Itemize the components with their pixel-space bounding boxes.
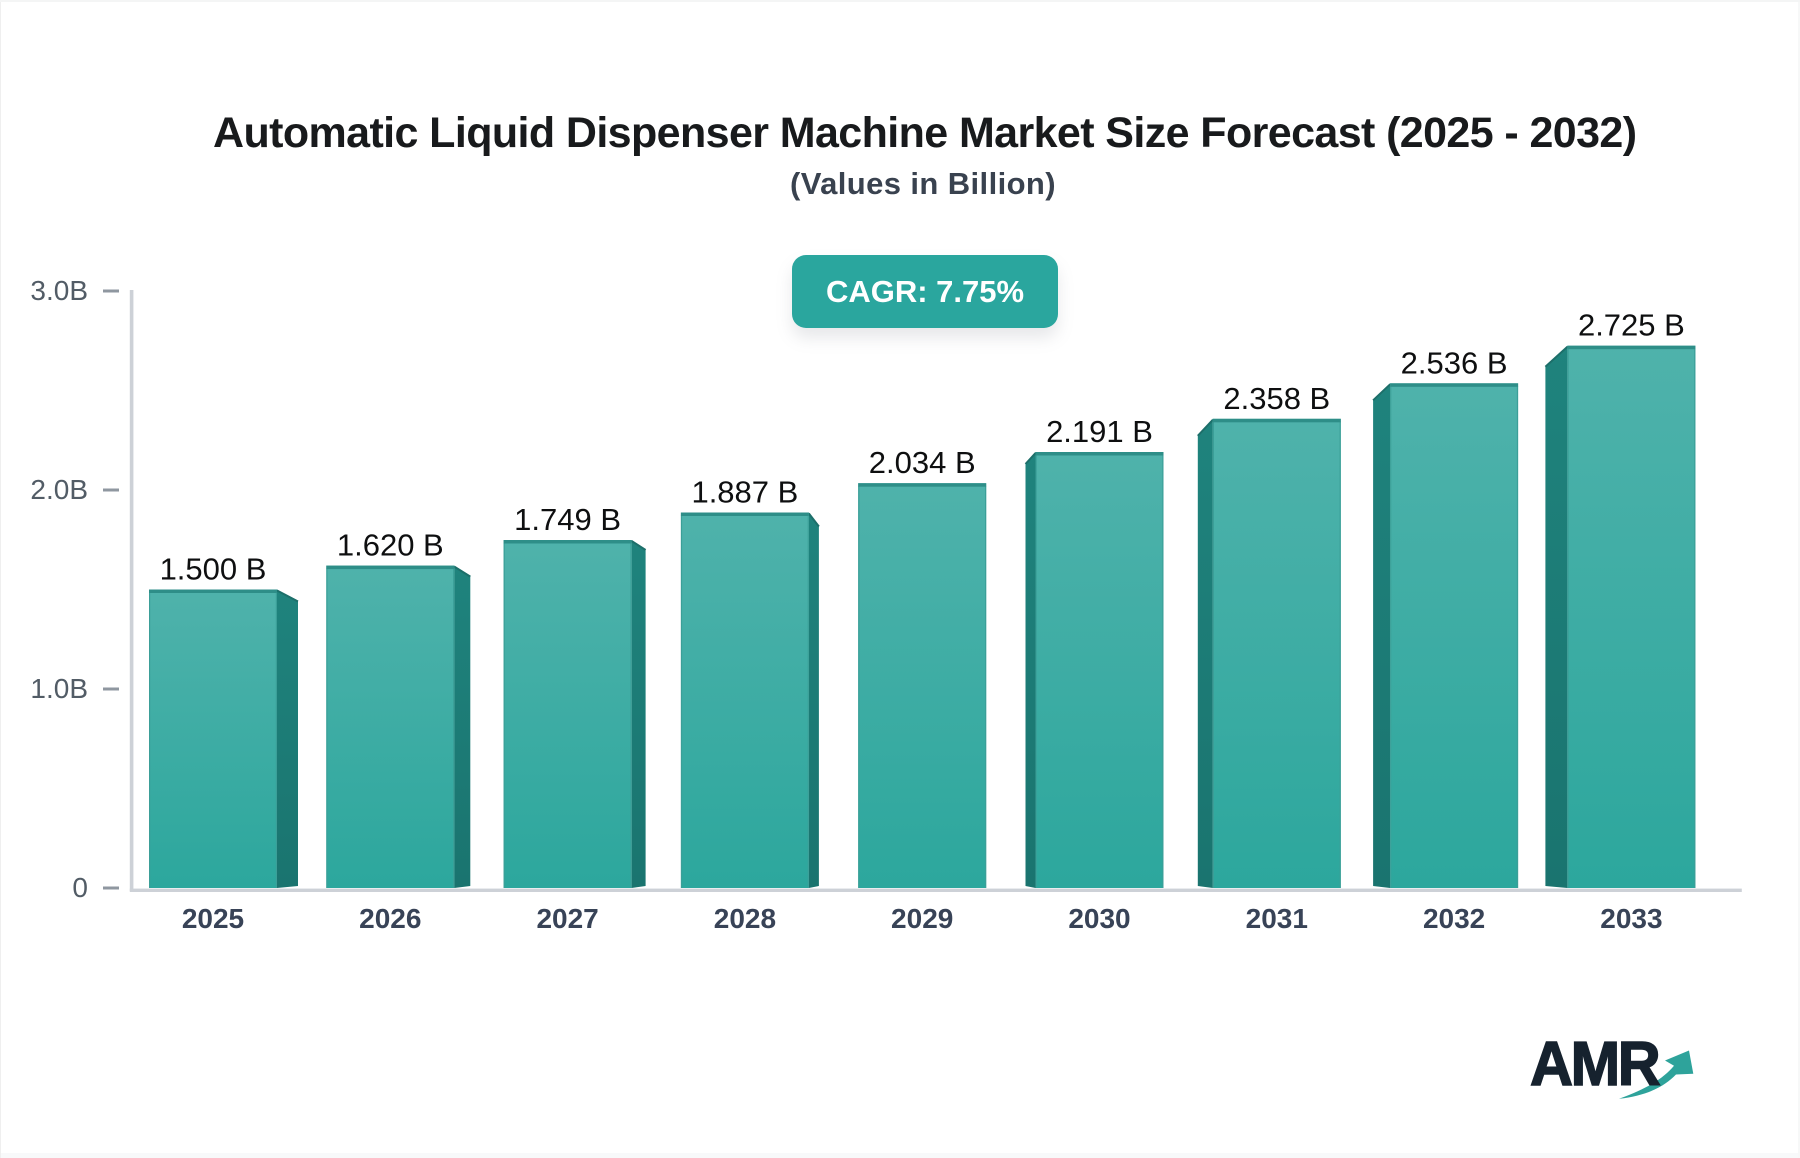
svg-text:1.0B: 1.0B (30, 673, 88, 704)
svg-text:2031: 2031 (1246, 903, 1308, 934)
svg-text:2028: 2028 (714, 903, 776, 934)
svg-text:1.500 B: 1.500 B (160, 552, 267, 587)
svg-text:2029: 2029 (891, 903, 953, 934)
svg-text:3.0B: 3.0B (30, 275, 88, 306)
svg-text:1.887 B: 1.887 B (691, 475, 798, 510)
svg-text:2.191 B: 2.191 B (1046, 414, 1153, 449)
svg-text:1.749 B: 1.749 B (514, 502, 621, 537)
svg-text:2.725 B: 2.725 B (1578, 308, 1685, 343)
svg-text:2.0B: 2.0B (30, 474, 88, 505)
svg-text:2033: 2033 (1600, 903, 1662, 934)
svg-text:2.358 B: 2.358 B (1223, 381, 1330, 416)
svg-text:2025: 2025 (182, 903, 244, 934)
svg-text:2.034 B: 2.034 B (869, 445, 976, 480)
svg-text:2027: 2027 (536, 903, 598, 934)
svg-text:2.536 B: 2.536 B (1401, 345, 1508, 380)
svg-text:2030: 2030 (1068, 903, 1130, 934)
svg-text:2026: 2026 (359, 903, 421, 934)
svg-text:2032: 2032 (1423, 903, 1485, 934)
svg-text:1.620 B: 1.620 B (337, 528, 444, 563)
svg-text:0: 0 (72, 872, 88, 903)
